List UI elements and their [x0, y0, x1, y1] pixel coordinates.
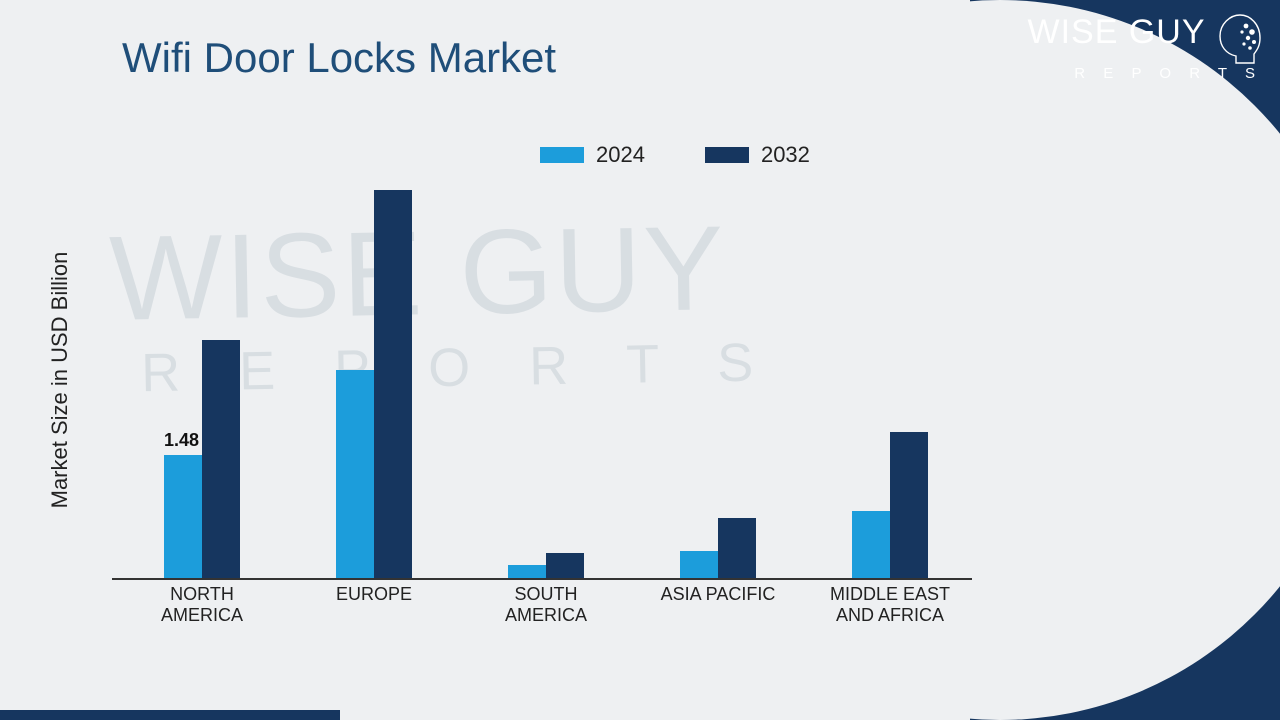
- legend-item-1: 2032: [705, 142, 810, 168]
- bar-b-2: [546, 553, 584, 578]
- bar-group-3: ASIA PACIFIC: [658, 518, 778, 578]
- logo-line2: R E P O R T S: [1028, 66, 1262, 81]
- x-label-2: SOUTH AMERICA: [476, 578, 616, 625]
- bar-a-3: [680, 551, 718, 578]
- logo-line1: WISE GUY: [1028, 13, 1206, 51]
- plot-area: 1.48NORTH AMERICA EUROPE SOUTH AMERICA ASIA…: [112, 180, 972, 580]
- bar-a-4: [852, 511, 890, 578]
- x-label-0: NORTH AMERICA: [132, 578, 272, 625]
- bar-b-1: [374, 190, 412, 578]
- y-axis-label: Market Size in USD Billion: [47, 252, 73, 509]
- brand-logo: WISE GUY R E P O R T S: [1028, 14, 1262, 81]
- bar-b-0: [202, 340, 240, 578]
- x-label-4: MIDDLE EAST AND AFRICA: [820, 578, 960, 625]
- bar-group-0: 1.48NORTH AMERICA: [142, 340, 262, 578]
- legend-item-0: 2024: [540, 142, 645, 168]
- legend-label-1: 2032: [761, 142, 810, 168]
- bar-b-4: [890, 432, 928, 578]
- bar-group-1: EUROPE: [314, 190, 434, 578]
- logo-head-icon: [1216, 14, 1262, 64]
- legend-label-0: 2024: [596, 142, 645, 168]
- bar-group-2: SOUTH AMERICA: [486, 553, 606, 578]
- bar-a-0: [164, 455, 202, 578]
- legend-swatch-1: [705, 147, 749, 163]
- bar-chart: Market Size in USD Billion 1.48NORTH AME…: [100, 180, 980, 580]
- bottom-accent-bar: [0, 710, 340, 720]
- legend: 2024 2032: [540, 142, 810, 168]
- value-label-0: 1.48: [164, 430, 199, 451]
- chart-title: Wifi Door Locks Market: [122, 34, 556, 82]
- legend-swatch-0: [540, 147, 584, 163]
- x-label-3: ASIA PACIFIC: [648, 578, 788, 605]
- bar-a-1: [336, 370, 374, 578]
- x-label-1: EUROPE: [304, 578, 444, 605]
- bar-b-3: [718, 518, 756, 578]
- bar-group-4: MIDDLE EAST AND AFRICA: [830, 432, 950, 578]
- bar-a-2: [508, 565, 546, 578]
